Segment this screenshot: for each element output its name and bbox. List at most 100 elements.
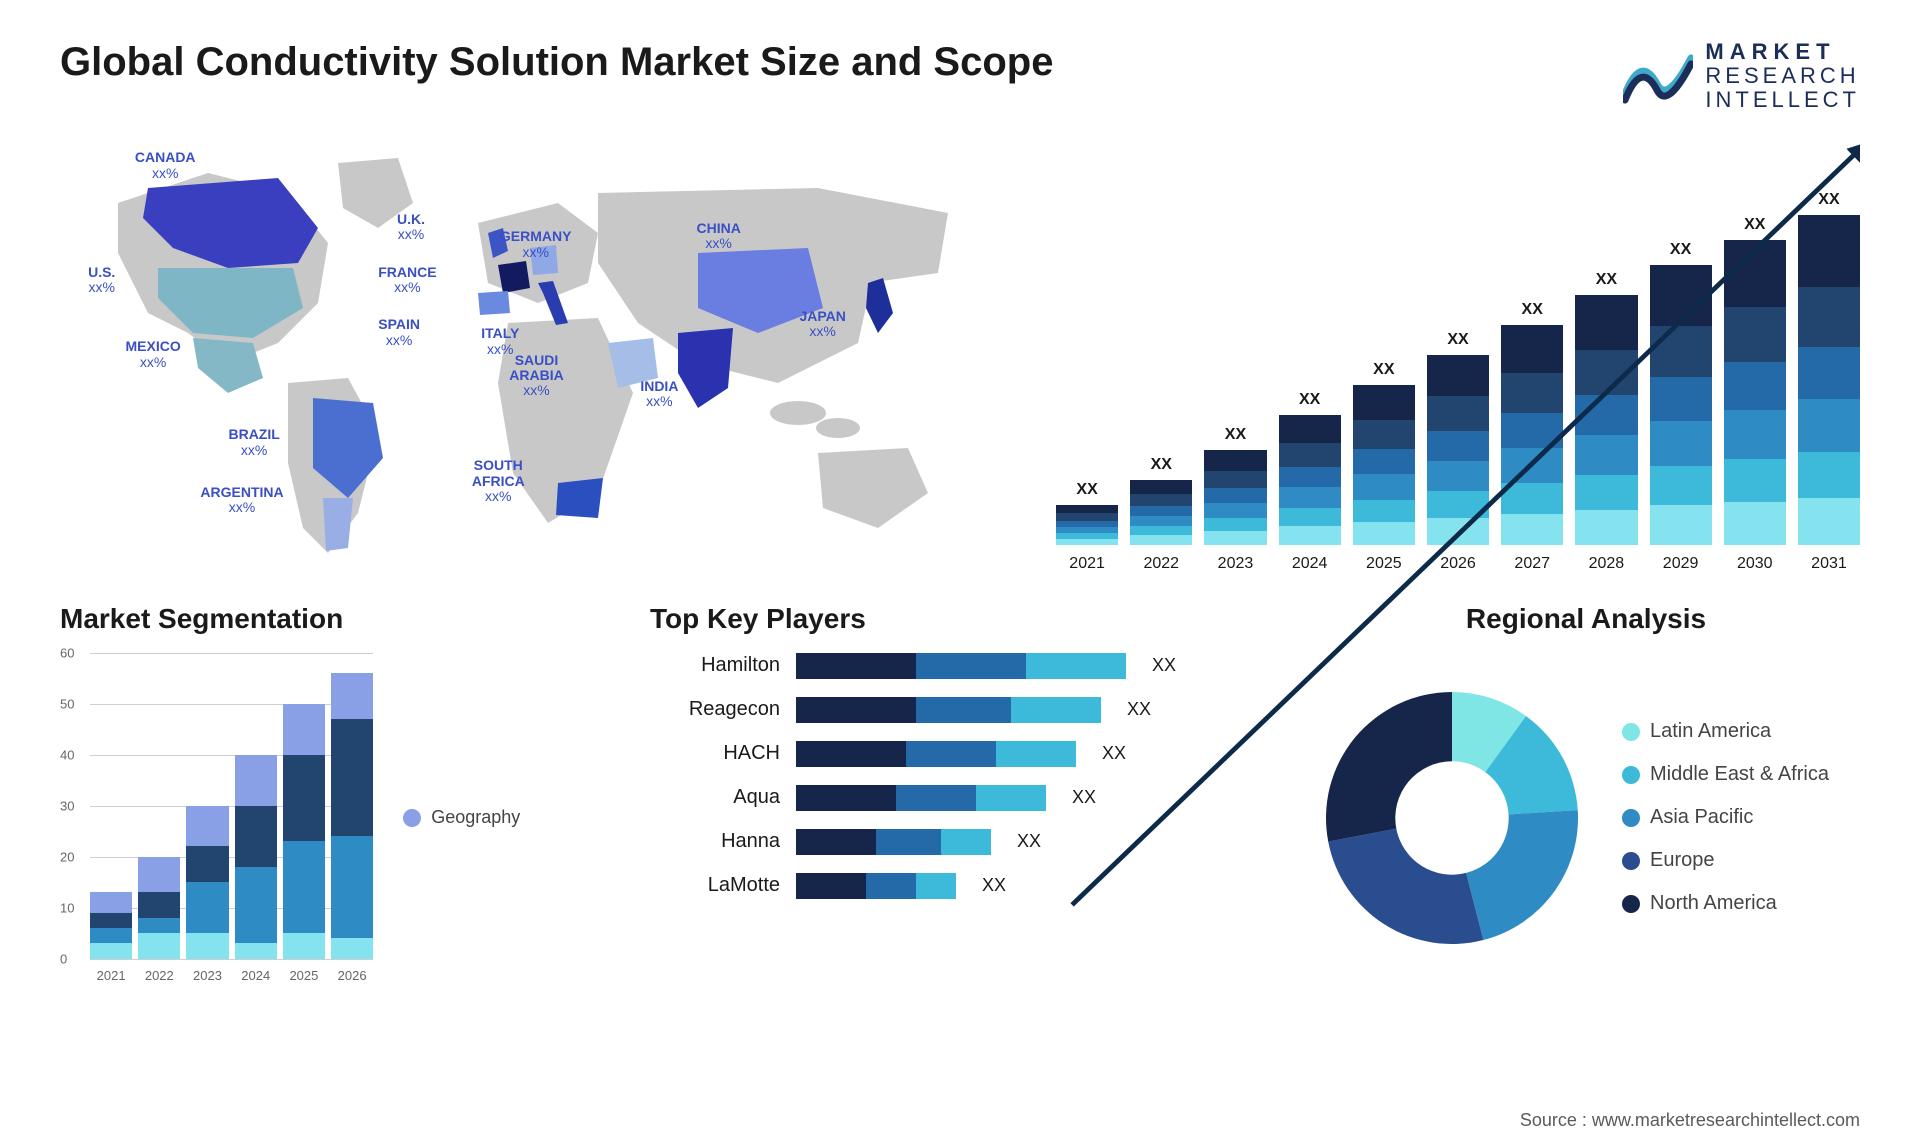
seg-bar-segment (90, 943, 132, 958)
kp-value: XX (1102, 743, 1126, 764)
bar-segment (1279, 467, 1341, 488)
donut-legend-label: Europe (1650, 849, 1715, 872)
donut-legend-dot (1622, 852, 1640, 870)
bar-segment (1353, 449, 1415, 475)
donut-legend-dot (1622, 895, 1640, 913)
seg-x-tick: 2022 (138, 968, 180, 983)
bar-segment (1575, 510, 1637, 545)
seg-bar-segment (138, 933, 180, 959)
bar-stack (1575, 295, 1637, 545)
kp-row: HamiltonXX (660, 653, 1262, 679)
seg-x-tick: 2026 (331, 968, 373, 983)
kp-value: XX (982, 875, 1006, 896)
bar-stack (1501, 325, 1563, 545)
bar-value-label: XX (1447, 331, 1468, 349)
bar-stack (1798, 215, 1860, 545)
gridline (90, 959, 373, 960)
bar-column: XX (1204, 426, 1266, 545)
source-attribution: Source : www.marketresearchintellect.com (1520, 1110, 1860, 1131)
kp-name: Hanna (660, 830, 780, 853)
seg-bar-segment (186, 846, 228, 882)
bar-segment (1056, 513, 1118, 520)
bar-segment (1650, 265, 1712, 327)
bar-segment (1501, 325, 1563, 373)
page-title: Global Conductivity Solution Market Size… (60, 40, 1053, 85)
x-tick: 2026 (1427, 555, 1489, 573)
bar-stack (1056, 505, 1118, 545)
seg-bar-segment (331, 938, 373, 958)
donut-chart (1312, 678, 1592, 958)
bar-stack (1353, 385, 1415, 545)
y-tick: 10 (60, 900, 74, 915)
barchart-xaxis: 2021202220232024202520262027202820292030… (1056, 555, 1860, 573)
seg-x-tick: 2023 (186, 968, 228, 983)
bar-segment (1724, 307, 1786, 362)
bar-segment (1130, 494, 1192, 506)
kp-bar-segment (796, 697, 916, 723)
map-label: CHINAxx% (696, 221, 740, 252)
bar-segment (1353, 474, 1415, 500)
kp-value: XX (1017, 831, 1041, 852)
kp-bar-segment (796, 829, 876, 855)
bar-segment (1798, 498, 1860, 544)
logo-line1: MARKET (1705, 40, 1860, 64)
seg-bar-column (138, 857, 180, 959)
x-tick: 2030 (1724, 555, 1786, 573)
x-tick: 2021 (1056, 555, 1118, 573)
x-tick: 2022 (1130, 555, 1192, 573)
kp-row: HACH XX (660, 741, 1262, 767)
bar-segment (1279, 443, 1341, 466)
seg-bar-segment (235, 867, 277, 944)
seg-x-tick: 2021 (90, 968, 132, 983)
seg-bar-segment (331, 719, 373, 836)
bar-segment (1130, 480, 1192, 494)
regional-panel: Regional Analysis Latin AmericaMiddle Ea… (1312, 603, 1860, 983)
legend-label-geography: Geography (431, 807, 520, 828)
bar-segment (1427, 355, 1489, 397)
kp-name: HACH (660, 742, 780, 765)
bar-segment (1353, 420, 1415, 449)
bar-segment (1501, 483, 1563, 514)
bar-value-label: XX (1522, 301, 1543, 319)
seg-bar-segment (331, 836, 373, 938)
kp-bar-segment (916, 873, 956, 899)
bar-segment (1575, 350, 1637, 395)
bar-stack (1650, 265, 1712, 545)
kp-bar (796, 653, 1126, 679)
bar-segment (1501, 373, 1563, 413)
header: Global Conductivity Solution Market Size… (60, 40, 1860, 113)
bar-segment (1204, 518, 1266, 531)
bar-column: XX (1798, 191, 1860, 545)
kp-bar-segment (876, 829, 941, 855)
bar-segment (1724, 240, 1786, 307)
map-label: JAPANxx% (799, 309, 845, 340)
seg-bar-segment (235, 806, 277, 867)
bar-column: XX (1130, 456, 1192, 545)
kp-bar-segment (941, 829, 991, 855)
bar-segment (1650, 421, 1712, 466)
donut-legend-label: North America (1650, 892, 1777, 915)
bar-segment (1798, 399, 1860, 452)
forecast-barchart: XXXXXXXXXXXXXXXXXXXXXX 20212022202320242… (1056, 133, 1860, 573)
kp-bar-segment (976, 785, 1046, 811)
bar-stack (1427, 355, 1489, 545)
seg-bar-segment (186, 933, 228, 959)
y-tick: 0 (60, 951, 67, 966)
segmentation-title: Market Segmentation (60, 603, 600, 635)
bar-segment (1798, 215, 1860, 288)
x-tick: 2028 (1575, 555, 1637, 573)
map-label: MEXICOxx% (126, 339, 181, 370)
bar-segment (1056, 505, 1118, 514)
map-label: INDIAxx% (640, 379, 678, 410)
x-tick: 2029 (1650, 555, 1712, 573)
kp-bar-segment (916, 653, 1026, 679)
bar-segment (1353, 385, 1415, 420)
seg-bar-segment (283, 755, 325, 842)
map-label: U.S.xx% (88, 265, 115, 296)
bar-column: XX (1427, 331, 1489, 545)
bar-segment (1575, 475, 1637, 510)
donut-legend: Latin AmericaMiddle East & AfricaAsia Pa… (1622, 720, 1829, 915)
x-tick: 2023 (1204, 555, 1266, 573)
kp-bar-segment (796, 873, 866, 899)
kp-bar-segment (916, 697, 1011, 723)
